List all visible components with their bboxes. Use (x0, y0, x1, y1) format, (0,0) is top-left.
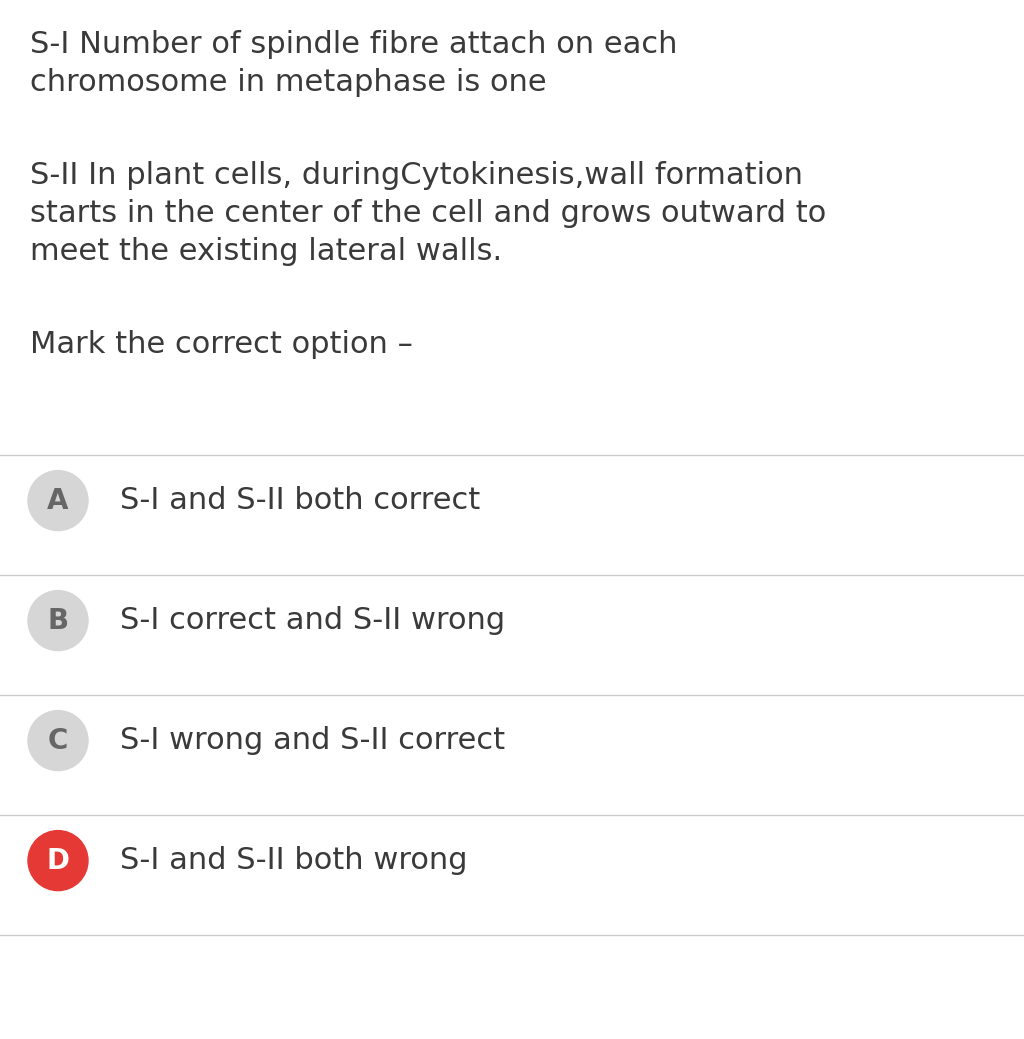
Text: meet the existing lateral walls.: meet the existing lateral walls. (30, 237, 502, 266)
Text: S-I wrong and S-II correct: S-I wrong and S-II correct (120, 726, 505, 755)
Text: B: B (47, 607, 69, 635)
Text: S-I Number of spindle fibre attach on each: S-I Number of spindle fibre attach on ea… (30, 30, 678, 59)
Text: Mark the correct option –: Mark the correct option – (30, 330, 413, 359)
Text: C: C (48, 726, 69, 754)
Text: S-II In plant cells, duringCytokinesis,wall formation: S-II In plant cells, duringCytokinesis,w… (30, 161, 803, 190)
Text: A: A (47, 486, 69, 514)
Circle shape (28, 471, 88, 531)
Circle shape (28, 711, 88, 771)
Text: S-I correct and S-II wrong: S-I correct and S-II wrong (120, 606, 505, 635)
Circle shape (28, 590, 88, 650)
Text: D: D (46, 847, 70, 875)
Text: S-I and S-II both wrong: S-I and S-II both wrong (120, 846, 468, 875)
Circle shape (28, 830, 88, 890)
Text: S-I and S-II both correct: S-I and S-II both correct (120, 486, 480, 515)
Text: chromosome in metaphase is one: chromosome in metaphase is one (30, 68, 547, 97)
Text: starts in the center of the cell and grows outward to: starts in the center of the cell and gro… (30, 199, 826, 228)
